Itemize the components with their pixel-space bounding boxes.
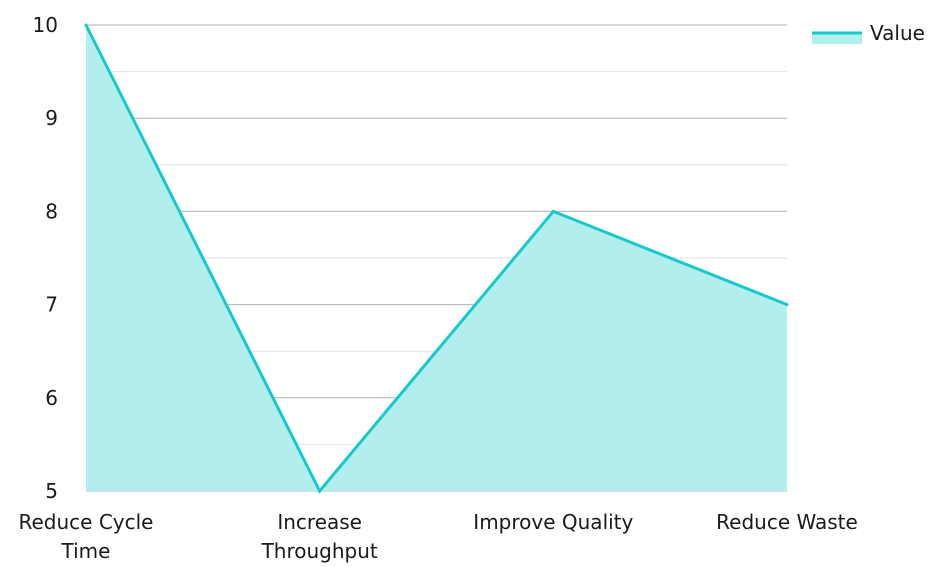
data-points (84, 23, 789, 493)
y-tick-label: 6 (45, 386, 58, 410)
y-tick-label: 7 (45, 293, 58, 317)
y-tick-label: 9 (45, 106, 58, 130)
x-tick-label: Increase Throughput (261, 510, 378, 563)
series-line-value (84, 24, 788, 494)
data-point (785, 303, 789, 307)
data-point (84, 23, 88, 27)
y-axis: 5 6 7 8 9 10 (33, 13, 58, 503)
data-point (551, 209, 555, 213)
legend: Value (812, 21, 925, 45)
data-point (318, 489, 322, 493)
y-tick-label: 8 (45, 199, 58, 223)
x-tick-label: Reduce Cycle Time (19, 510, 154, 563)
y-tick-label: 10 (33, 13, 58, 37)
y-tick-label: 5 (45, 479, 58, 503)
x-tick-label: Improve Quality (473, 510, 633, 534)
x-axis: Reduce Cycle Time Increase Throughput Improv… (19, 510, 858, 563)
x-tick-label: Reduce Waste (716, 510, 858, 534)
legend-label-value: Value (870, 21, 925, 45)
legend-swatch-value (812, 33, 862, 44)
